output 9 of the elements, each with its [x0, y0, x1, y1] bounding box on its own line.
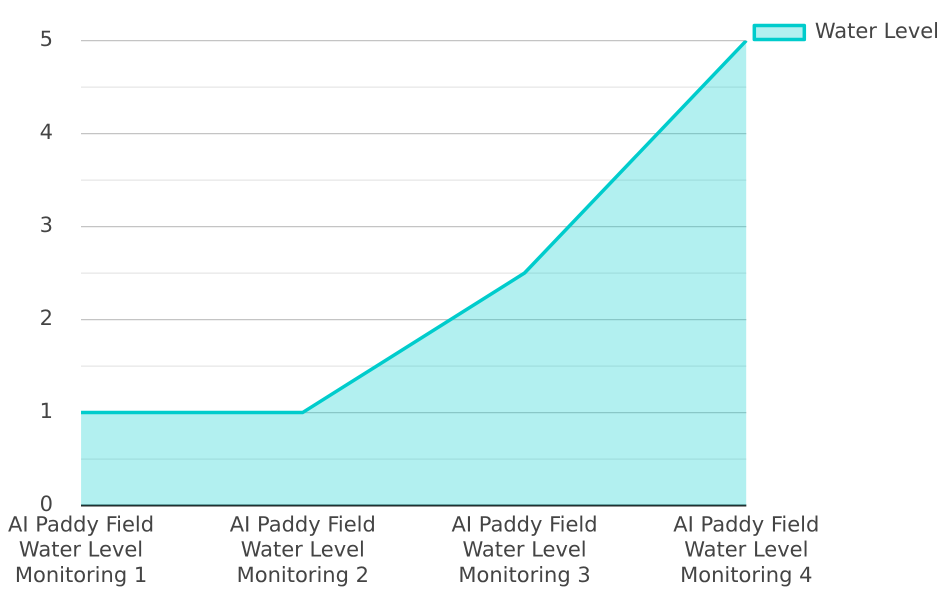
y-tick-label: 5	[40, 27, 54, 52]
y-tick-label: 1	[40, 398, 54, 423]
y-tick-label: 3	[40, 212, 54, 237]
x-tick-label: AI Paddy Field Water Level Monitoring 4	[673, 512, 820, 587]
legend-label: Water Level	[814, 18, 939, 43]
y-tick-label: 4	[40, 120, 54, 144]
y-tick-label: 2	[40, 306, 54, 330]
x-tick-label: AI Paddy Field Water Level Monitoring 3	[452, 512, 598, 587]
x-tick-label: AI Paddy Field Water Level Monitoring 2	[230, 512, 376, 587]
